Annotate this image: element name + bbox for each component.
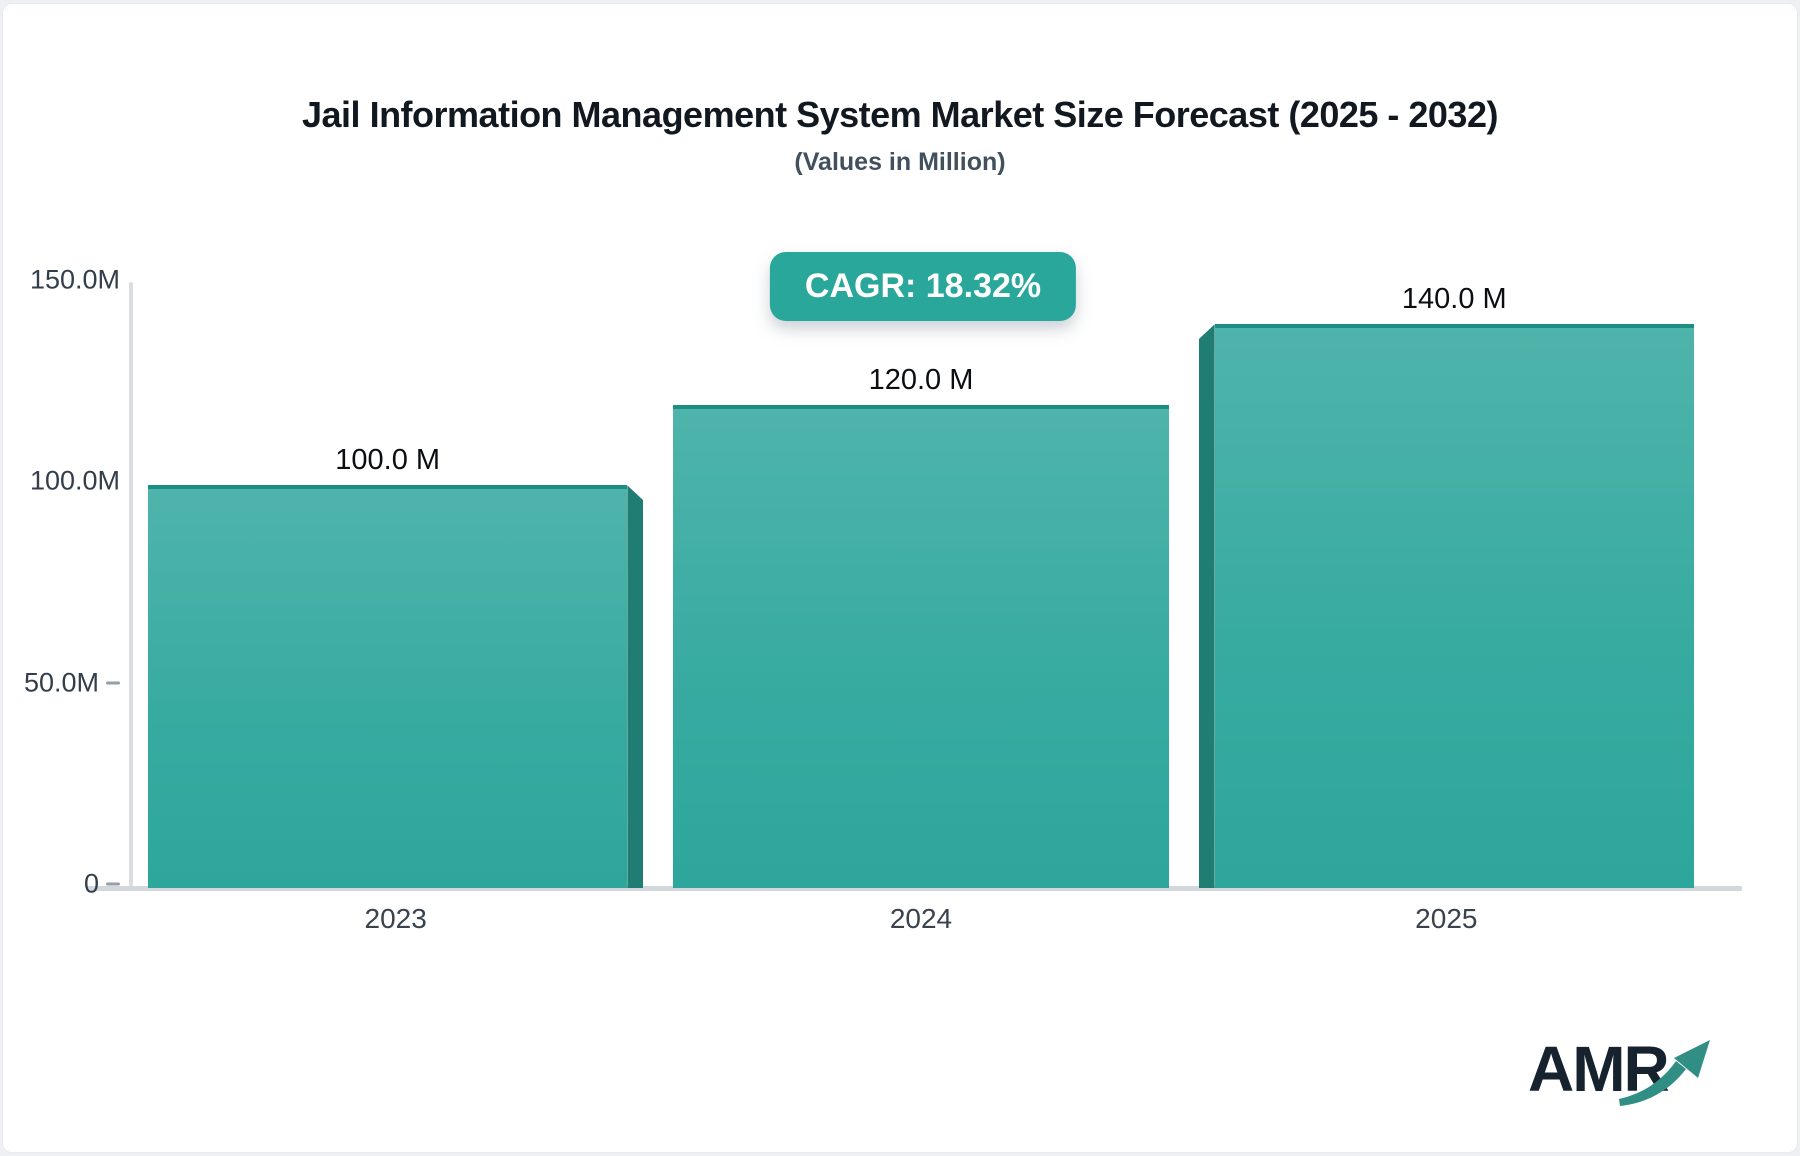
chart-bar: [1214, 324, 1694, 888]
cagr-badge-label: CAGR: 18.32%: [804, 267, 1042, 305]
y-axis-label-text: 0: [83, 868, 99, 899]
page-subtitle: (Values in Million): [794, 148, 1006, 176]
x-axis-line: [86, 886, 1742, 891]
x-axis-label: 2023: [364, 903, 427, 934]
y-axis-label-text: 100.0M: [29, 465, 120, 496]
y-axis-label-text: 150.0M: [29, 264, 120, 295]
chart-bar: [673, 404, 1169, 888]
page-title: Jail Information Management System Marke…: [302, 94, 1498, 135]
y-axis-label: 150.0M: [0, 265, 120, 296]
amr-logo: AMR: [1528, 1028, 1718, 1114]
chart-bar-side: [1198, 324, 1215, 888]
y-axis-label: 100.0M: [0, 466, 120, 497]
x-axis-label: 2025: [1415, 903, 1478, 934]
y-axis-label-text: 50.0M: [23, 667, 99, 698]
chart-bar-side: [627, 485, 644, 888]
bar-value-label: 100.0 M: [335, 444, 441, 477]
y-axis-tick-dash: [106, 882, 120, 886]
y-axis-label: 0: [0, 869, 120, 900]
growth-arrow-icon: [1619, 1040, 1710, 1106]
y-axis-label: 50.0M: [0, 667, 120, 698]
bar-value-label: 140.0 M: [1401, 283, 1507, 316]
y-axis-line: [129, 282, 133, 888]
cagr-badge: CAGR: 18.32%: [769, 252, 1077, 321]
chart-bar: [148, 485, 628, 888]
y-axis-tick-dash: [106, 681, 120, 685]
bar-value-label: 120.0 M: [868, 363, 974, 396]
x-axis-label: 2024: [889, 903, 953, 934]
